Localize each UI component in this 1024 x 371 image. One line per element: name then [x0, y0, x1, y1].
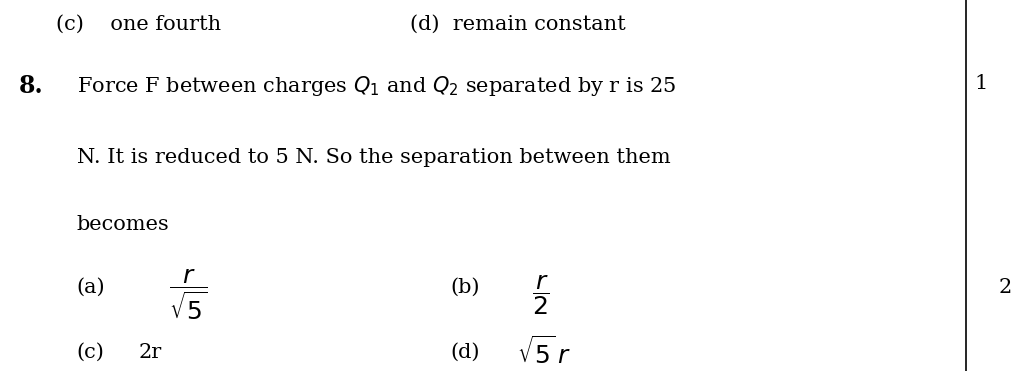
Text: becomes: becomes — [77, 215, 170, 234]
Text: $\dfrac{r}{2}$: $\dfrac{r}{2}$ — [532, 273, 550, 317]
Text: 2: 2 — [998, 278, 1012, 297]
Text: (a): (a) — [77, 278, 105, 297]
Text: (d): (d) — [451, 343, 480, 362]
Text: $\sqrt{5}\,r$: $\sqrt{5}\,r$ — [517, 336, 571, 369]
Text: 8.: 8. — [18, 74, 43, 98]
Text: 2r: 2r — [138, 343, 162, 362]
Text: N. It is reduced to 5 N. So the separation between them: N. It is reduced to 5 N. So the separati… — [77, 148, 671, 167]
Text: $\dfrac{r}{\sqrt{5}}$: $\dfrac{r}{\sqrt{5}}$ — [169, 268, 208, 322]
Text: Force F between charges $Q_1$ and $Q_2$ separated by r is 25: Force F between charges $Q_1$ and $Q_2$ … — [77, 74, 676, 98]
Text: (b): (b) — [451, 278, 480, 297]
Text: (c): (c) — [77, 343, 104, 362]
Text: (c)    one fourth: (c) one fourth — [56, 15, 221, 34]
Text: (d)  remain constant: (d) remain constant — [410, 15, 626, 34]
Text: 1: 1 — [975, 74, 988, 93]
